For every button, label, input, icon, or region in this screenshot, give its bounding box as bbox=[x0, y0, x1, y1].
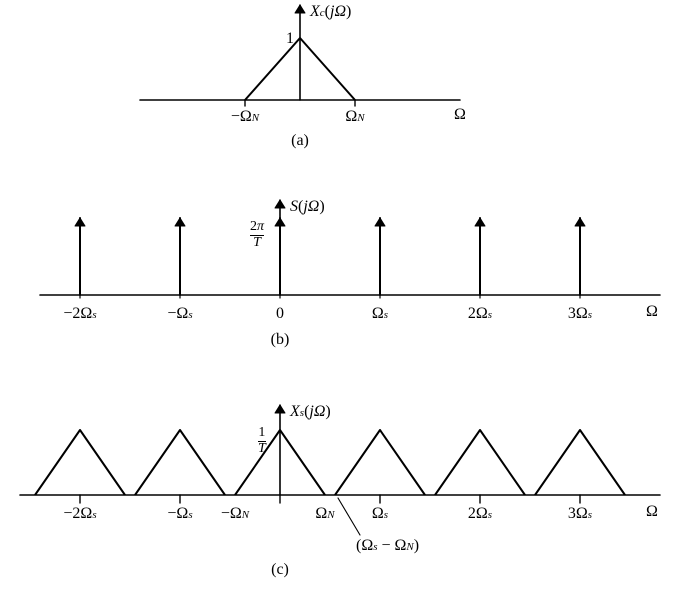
caption-c: (c) bbox=[271, 561, 289, 579]
axis-y-title-a: Xc(jΩ) bbox=[310, 3, 351, 21]
tick-label-c: ΩN bbox=[315, 505, 334, 523]
tick-label-c: −ΩN bbox=[221, 505, 249, 523]
tick-label-b: 0 bbox=[276, 305, 284, 323]
amp-label-b: 2πT bbox=[250, 220, 264, 250]
tick-label-c: 3Ωs bbox=[568, 505, 592, 523]
axis-y-title-c: Xs(jΩ) bbox=[290, 403, 331, 421]
caption-b: (b) bbox=[271, 331, 290, 349]
axis-x-title-b: Ω bbox=[646, 303, 658, 321]
axis-x-title-a: Ω bbox=[454, 106, 466, 124]
tick-label-c: −2Ωs bbox=[63, 505, 96, 523]
caption-a: (a) bbox=[291, 132, 309, 150]
peak-label-a: 1 bbox=[286, 30, 294, 48]
axis-y-title-b: S(jΩ) bbox=[290, 198, 325, 216]
extra-label-c: (Ωs − ΩN) bbox=[356, 537, 419, 555]
amp-label-c: 1T bbox=[258, 426, 266, 456]
tick-label-c: Ωs bbox=[372, 505, 388, 523]
tick-label-b: −Ωs bbox=[167, 305, 192, 323]
tick-label-b: Ωs bbox=[372, 305, 388, 323]
figure-set: Xc(jΩ) Ω 1 −ΩN ΩN (a) −2Ωs −Ωs 0 Ωs 2Ωs 3Ωs 2πT S(jΩ)… bbox=[0, 0, 691, 606]
tick-pos-omega-n: ΩN bbox=[345, 108, 364, 126]
axis-x-title-c: Ω bbox=[646, 503, 658, 521]
tick-label-b: 3Ωs bbox=[568, 305, 592, 323]
tick-neg-omega-n: −ΩN bbox=[231, 108, 259, 126]
tick-label-b: −2Ωs bbox=[63, 305, 96, 323]
tick-label-b: 2Ωs bbox=[468, 305, 492, 323]
tick-label-c: 2Ωs bbox=[468, 505, 492, 523]
tick-label-c: −Ωs bbox=[167, 505, 192, 523]
